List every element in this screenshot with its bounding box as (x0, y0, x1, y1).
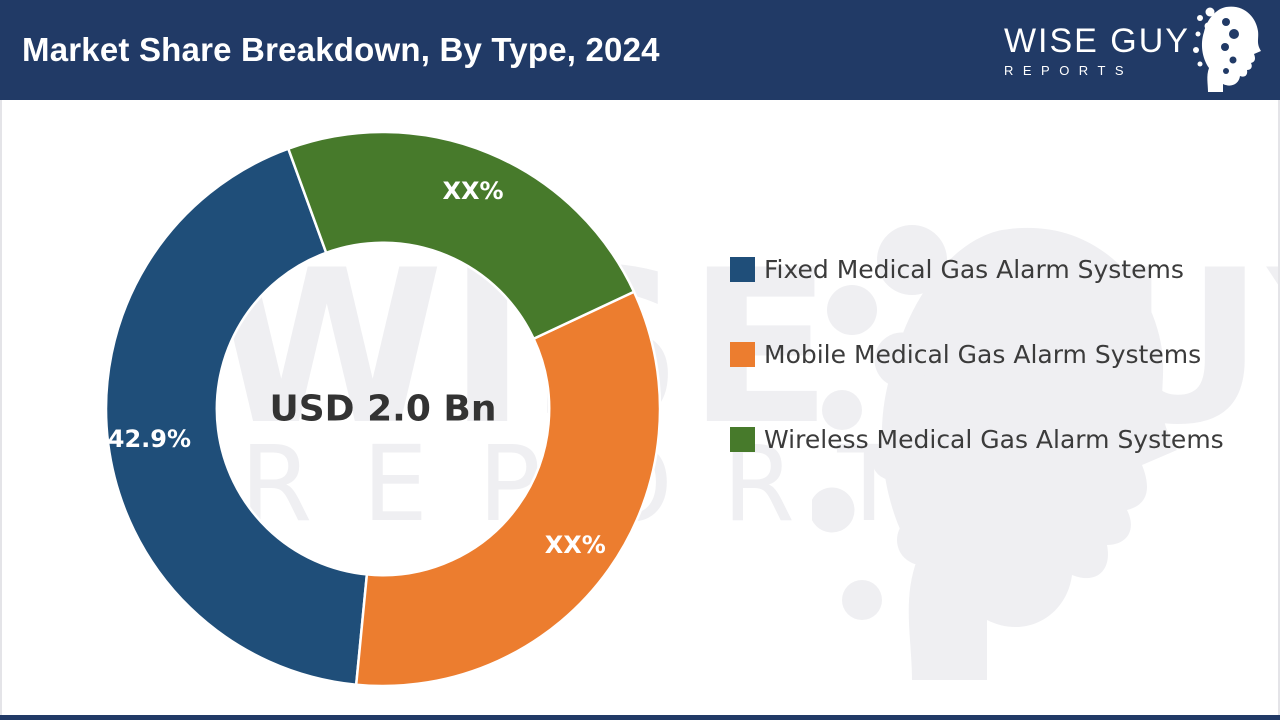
footer-accent-bar (0, 715, 1280, 720)
legend-swatch-mobile (730, 342, 755, 367)
donut-segment-0 (104, 147, 369, 686)
logo-subtitle: REPORTS (1003, 62, 1134, 78)
legend-label-fixed: Fixed Medical Gas Alarm Systems (764, 255, 1184, 284)
logo-text: WISE GUY REPORTS (1004, 24, 1190, 77)
legend-item-wireless: Wireless Medical Gas Alarm Systems (730, 425, 1224, 454)
legend-swatch-fixed (730, 257, 755, 282)
donut-chart (104, 130, 662, 688)
donut-segment-2 (287, 130, 636, 340)
wise-guy-logo: WISE GUY REPORTS (1004, 4, 1266, 96)
face-profile-icon (1192, 4, 1266, 96)
legend-item-fixed: Fixed Medical Gas Alarm Systems (730, 255, 1224, 284)
legend-label-mobile: Mobile Medical Gas Alarm Systems (764, 340, 1202, 369)
page-title: Market Share Breakdown, By Type, 2024 (22, 31, 660, 68)
chart-canvas: WISE GUY REPORTS 42.9%XX%XX% USD 2.0 Bn … (0, 100, 1280, 715)
logo-wordmark: WISE GUY (1003, 21, 1190, 60)
donut-center-value: USD 2.0 Bn (269, 388, 497, 430)
legend-label-wireless: Wireless Medical Gas Alarm Systems (764, 425, 1224, 454)
legend-swatch-wireless (730, 427, 755, 452)
watermark-face-icon (809, 200, 1192, 704)
legend-item-mobile: Mobile Medical Gas Alarm Systems (730, 340, 1224, 369)
header-bar: Market Share Breakdown, By Type, 2024 WI… (0, 0, 1280, 100)
chart-legend: Fixed Medical Gas Alarm Systems Mobile M… (730, 255, 1224, 510)
donut-segment-1 (354, 290, 662, 688)
